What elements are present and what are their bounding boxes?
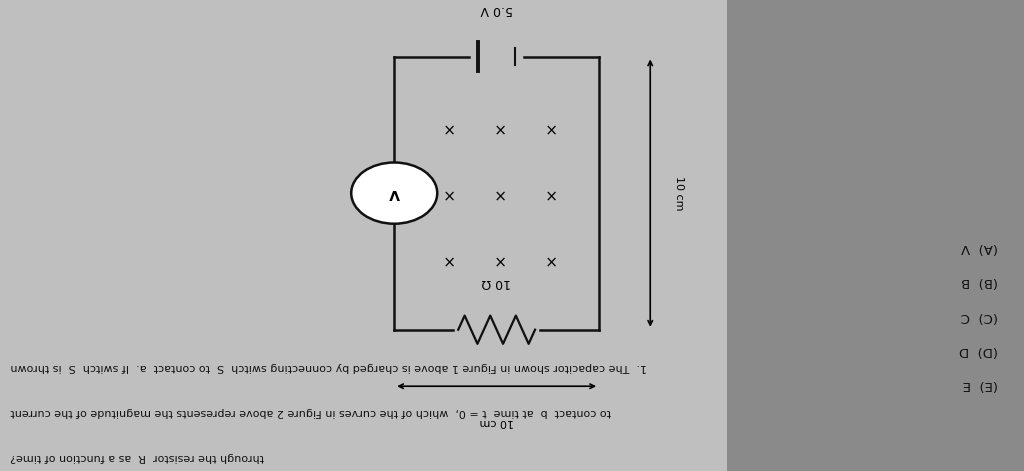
Text: (B)  B: (B) B (962, 275, 998, 288)
Text: ×: × (542, 252, 554, 267)
Text: ×: × (542, 120, 554, 135)
Text: ×: × (490, 186, 503, 201)
Text: ×: × (490, 252, 503, 267)
Text: ×: × (542, 186, 554, 201)
Text: 10 cm: 10 cm (479, 416, 514, 427)
Text: (A)  V: (A) V (962, 241, 998, 254)
Text: 1.  The capacitor shown in Figure 1 above is charged by connecting switch  S  to: 1. The capacitor shown in Figure 1 above… (10, 362, 647, 373)
Text: to contact  b  at time  t = 0,  which of the curves in Figure 2 above represents: to contact b at time t = 0, which of the… (10, 407, 611, 417)
Text: 10 cm: 10 cm (674, 176, 684, 211)
Ellipse shape (351, 162, 437, 224)
Text: V: V (389, 186, 399, 200)
Text: ×: × (439, 120, 452, 135)
Text: ×: × (439, 186, 452, 201)
Text: (D)  D: (D) D (959, 344, 998, 357)
Text: (C)  C: (C) C (962, 309, 998, 323)
Text: ×: × (490, 120, 503, 135)
Text: through the resistor  R  as a function of time?: through the resistor R as a function of … (10, 452, 264, 462)
Text: 10 Ω: 10 Ω (482, 276, 511, 289)
Bar (0, 0, 727, 471)
Text: 5.0 V: 5.0 V (480, 3, 513, 16)
Text: (E)  E: (E) E (964, 378, 998, 391)
Bar (727, 0, 1024, 471)
Text: ×: × (439, 252, 452, 267)
